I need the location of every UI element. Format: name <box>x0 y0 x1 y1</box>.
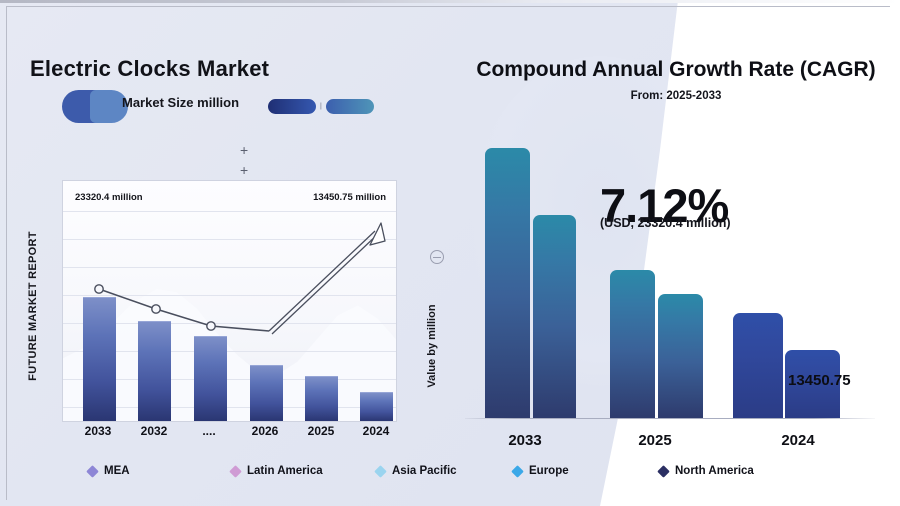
gridline <box>63 407 396 408</box>
legend-item-mea: MEA <box>86 464 130 478</box>
gridline <box>63 239 396 240</box>
x-label-0: 2033 <box>84 424 112 438</box>
legend-marker-icon <box>229 464 242 478</box>
bar-2025-right <box>658 294 703 418</box>
legend-label: Europe <box>529 465 569 477</box>
x-axis-labels-left: 2033 2032 .... 2026 2025 2024 <box>62 424 397 444</box>
legend-marker-icon <box>374 464 387 478</box>
gridline <box>63 323 396 324</box>
legend: MEA Latin America Asia Pacific Europe No… <box>76 464 866 487</box>
legend-label: MEA <box>104 465 130 477</box>
gridline <box>63 267 396 268</box>
x-label-4: 2025 <box>307 424 335 438</box>
minus-circle-icon <box>430 250 444 264</box>
legend-label: Latin America <box>247 465 323 477</box>
market-size-caption: Market Size million <box>122 95 240 110</box>
cagr-subtitle: From: 2025-2033 <box>630 90 722 102</box>
legend-marker-icon <box>511 464 524 478</box>
baseline-axis <box>465 417 875 419</box>
y-axis-label-value: Value by million <box>426 304 438 388</box>
plus-icon-top: + <box>240 142 249 158</box>
legend-label: Asia Pacific <box>392 465 457 477</box>
x-label-right-1: 2025 <box>638 432 672 449</box>
legend-marker-icon <box>86 464 99 478</box>
bar-2033 <box>83 297 116 421</box>
gradient-pill-teal-icon <box>325 99 374 114</box>
callout-value-2024: 13450.75 <box>788 372 851 389</box>
bar-2033-right <box>533 215 576 418</box>
legend-pill-group: | <box>268 99 374 114</box>
plus-icon-bottom: + <box>240 162 249 178</box>
x-label-3: 2026 <box>251 424 279 438</box>
x-label-5: 2024 <box>362 424 390 438</box>
legend-item-latin-america: Latin America <box>229 464 323 478</box>
gradient-pill-navy-icon <box>268 99 316 114</box>
bar-2024-left <box>733 313 783 418</box>
gridline <box>63 211 396 212</box>
trend-line-overlay <box>94 222 386 335</box>
logo-right-lobe-icon <box>90 90 128 123</box>
gridline <box>63 379 396 380</box>
legend-item-asia-pacific: Asia Pacific <box>374 464 457 478</box>
pill-separator: | <box>320 103 322 110</box>
start-value-label: 23320.4 million <box>75 192 143 203</box>
legend-label: North America <box>675 465 754 477</box>
legend-item-europe: Europe <box>511 464 569 478</box>
x-label-1: 2032 <box>140 424 168 438</box>
bar-2026 <box>250 365 283 421</box>
bar-2025 <box>305 376 338 421</box>
y-axis-label-report: FUTURE MARKET REPORT <box>27 231 39 381</box>
bar-2025-left <box>610 270 655 418</box>
x-label-right-2: 2024 <box>781 432 815 449</box>
top-edge-highlight <box>0 0 900 3</box>
x-label-2: .... <box>202 424 216 438</box>
cagr-note: (USD, 23320.4 million) <box>600 216 731 230</box>
gridline <box>63 351 396 352</box>
bar-dots <box>194 336 227 421</box>
bar-2033-left <box>485 148 530 418</box>
market-size-chart: 23320.4 million 13450.75 million <box>62 180 397 422</box>
bar-2024-right <box>785 350 840 418</box>
page-title: Electric Clocks Market <box>30 56 270 81</box>
bar-series-market-size <box>63 199 396 421</box>
bar-2024 <box>360 392 393 421</box>
legend-item-north-america: North America <box>657 464 754 478</box>
legend-marker-icon <box>657 464 670 478</box>
bar-series-cagr <box>455 120 885 430</box>
bar-2032 <box>138 321 171 421</box>
x-label-right-0: 2033 <box>508 432 542 449</box>
brand-logo-icon <box>62 90 128 123</box>
end-value-label: 13450.75 million <box>313 192 386 203</box>
gridline <box>63 295 396 296</box>
cagr-title: Compound Annual Growth Rate (CAGR) <box>476 58 876 81</box>
cagr-value: 7.12% <box>600 179 729 232</box>
